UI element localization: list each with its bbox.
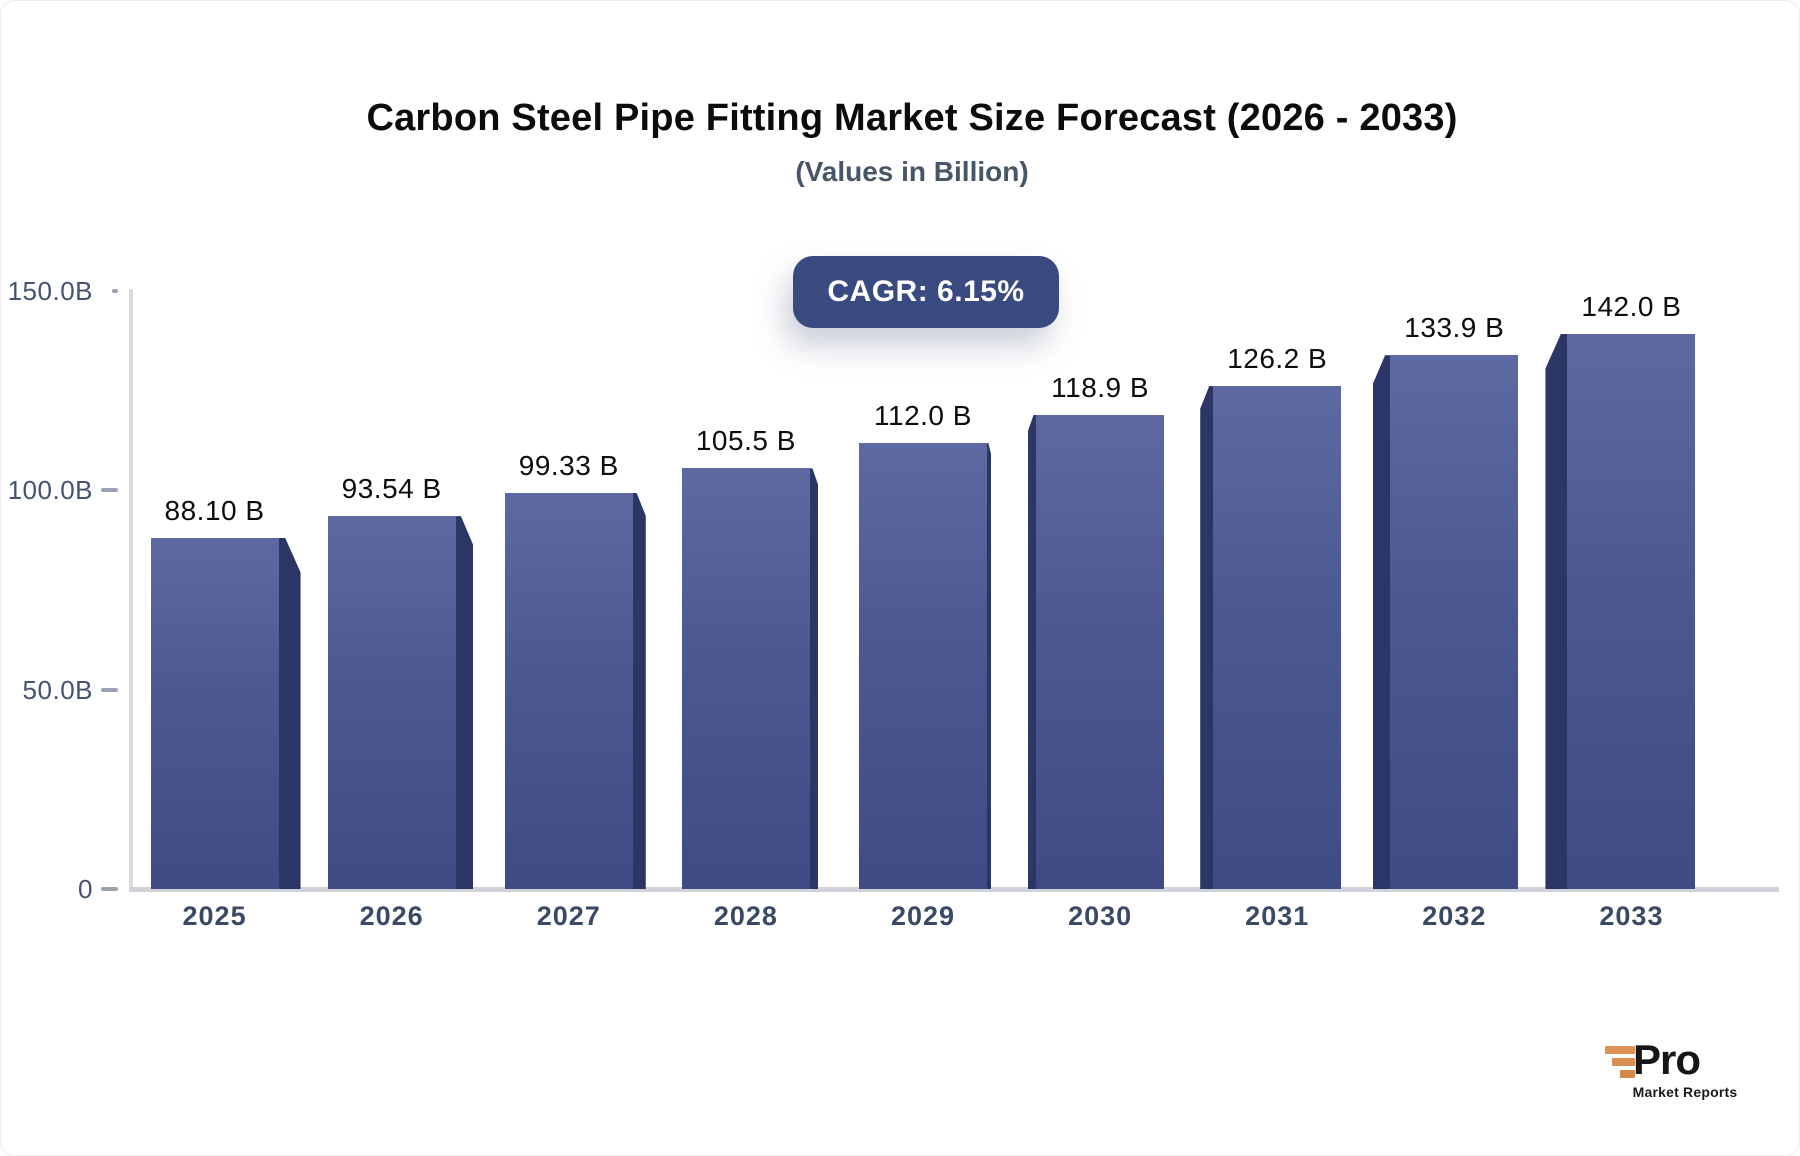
bar (681, 468, 819, 889)
chart-header: Carbon Steel Pipe Fitting Market Size Fo… (1, 97, 1799, 188)
bar-front-face (1036, 415, 1165, 889)
bar-value-label: 105.5 B (695, 425, 796, 457)
x-axis-year-label: 2030 (1068, 901, 1133, 931)
bar-value-label: 99.33 B (518, 450, 619, 482)
logo-mark: Pro (1605, 1039, 1765, 1081)
bar-side-face (278, 537, 301, 889)
logo-stripe-icon (1612, 1058, 1635, 1066)
x-axis-year-label: 2028 (713, 901, 778, 931)
bar-side-face (809, 468, 819, 889)
bar (1372, 355, 1519, 889)
bar-value-label: 93.54 B (341, 473, 442, 505)
x-axis-year-label: 2027 (536, 901, 601, 931)
bar-side-face (1027, 415, 1037, 889)
bar-value-label: 126.2 B (1227, 342, 1328, 374)
bar-side-face (1200, 385, 1214, 889)
bar (504, 493, 646, 889)
bar-value-label: 142.0 B (1581, 291, 1682, 322)
y-tick-mark (101, 887, 118, 891)
bar-front-face (1213, 385, 1342, 889)
bar-value-label: 112.0 B (874, 399, 972, 431)
logo-tagline: Market Reports (1632, 1084, 1738, 1100)
chart-subtitle: (Values in Billion) (795, 156, 1029, 187)
bar (1545, 334, 1696, 889)
bar-slot: 88.10 B (126, 291, 303, 889)
y-tick-label: 100.0B (7, 475, 93, 506)
x-axis-year-label: 2025 (182, 901, 247, 931)
bar-slot: 133.9 B (1366, 291, 1543, 889)
bar-value-label: 118.9 B (1051, 372, 1150, 403)
x-axis-labels: 2025 2026 2027 2028 2029 2030 2031 2032 2033 (126, 901, 1720, 932)
x-axis-year-label: 2031 (1245, 901, 1310, 931)
bar-slot: 112.0 B (834, 291, 1011, 889)
bar-slot: 99.33 B (480, 291, 657, 889)
y-tick-label: 0 (78, 874, 93, 904)
logo-stripe-icon (1620, 1070, 1635, 1078)
bar-side-face (986, 442, 991, 889)
logo-stripes-icon (1605, 1046, 1635, 1078)
bar-slot: 142.0 B (1543, 291, 1720, 889)
bar-slot: 105.5 B (657, 291, 834, 889)
bar-front-face (150, 537, 279, 889)
bar-front-face (681, 468, 810, 889)
x-axis-year-label: 2032 (1422, 901, 1487, 931)
bar-side-face (1545, 334, 1568, 889)
bar-front-face (1390, 355, 1519, 889)
y-tick-mark (101, 687, 118, 692)
bar-front-face (1567, 334, 1696, 889)
bar (1200, 385, 1342, 889)
bar (327, 516, 474, 889)
bar-slot: 93.54 B (303, 291, 480, 889)
bar-slot: 126.2 B (1189, 291, 1366, 889)
bar (150, 537, 301, 889)
logo-stripe-icon (1605, 1046, 1635, 1054)
x-axis-year-label: 2033 (1599, 901, 1664, 931)
y-axis-line (129, 289, 133, 889)
y-tick-mark (112, 289, 118, 293)
bar-side-face (632, 493, 646, 889)
bars-area: 88.10 B 93.54 B 99.33 B 105.5 B 112.0 B (126, 291, 1720, 889)
bar-side-face (1372, 355, 1391, 889)
bar-front-face (327, 516, 456, 889)
bar-front-face (858, 442, 987, 889)
bar-slot: 118.9 B (1012, 291, 1189, 889)
cagr-badge: CAGR: 6.15% (793, 256, 1059, 328)
logo-name: Pro (1633, 1036, 1701, 1083)
chart-title: Carbon Steel Pipe Fitting Market Size Fo… (366, 97, 1458, 139)
bar-side-face (455, 516, 474, 889)
y-tick-mark (101, 488, 118, 493)
x-axis-year-label: 2029 (890, 901, 956, 931)
bar-value-label: 88.10 B (164, 494, 265, 526)
bar-front-face (504, 493, 633, 889)
x-axis-line (129, 887, 1779, 892)
x-axis-year-label: 2026 (359, 901, 424, 931)
y-tick-label: 50.0B (22, 674, 93, 705)
logo: Pro Market Reports (1605, 1039, 1765, 1100)
bar-value-label: 133.9 B (1404, 312, 1505, 344)
bar (1027, 415, 1165, 889)
bar (858, 442, 991, 889)
y-tick-label: 150.0B (7, 276, 93, 306)
